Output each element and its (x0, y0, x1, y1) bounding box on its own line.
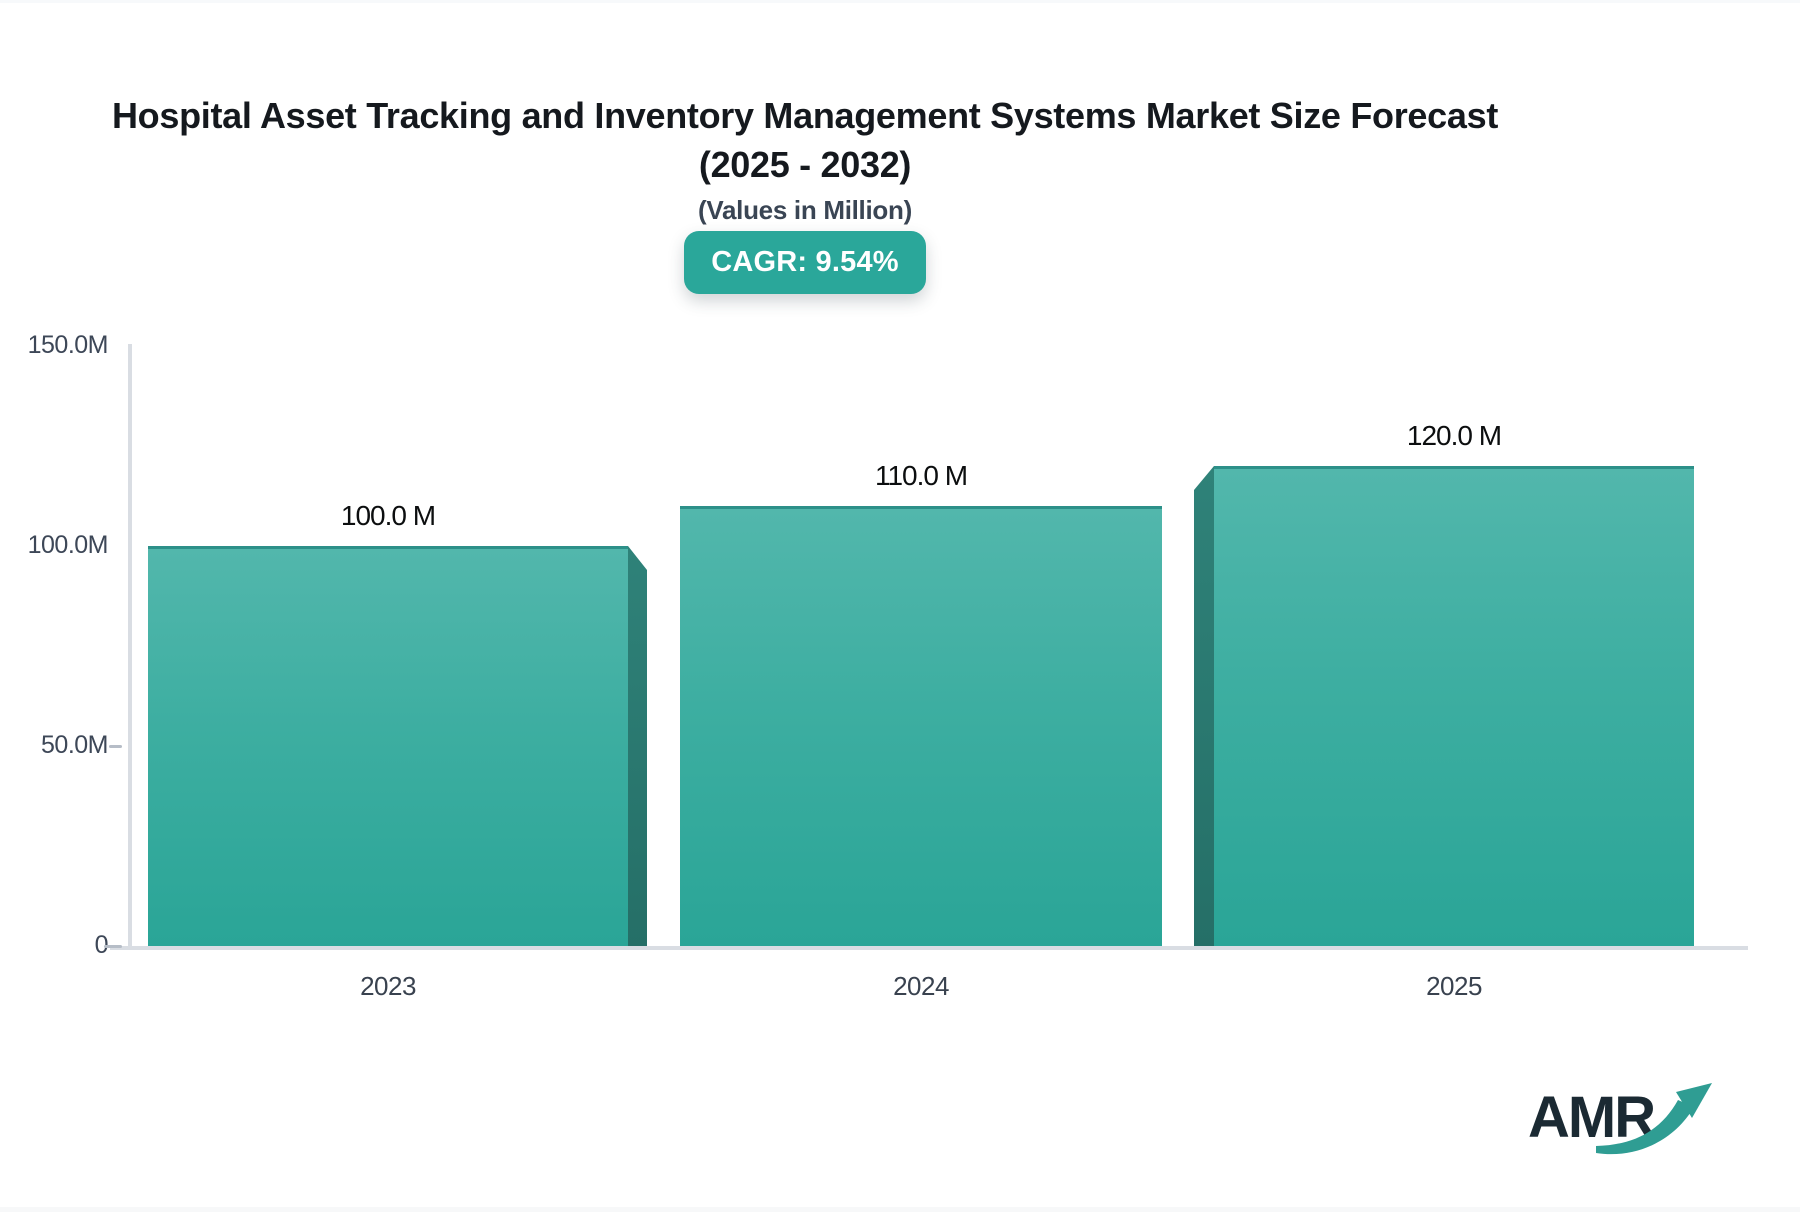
y-axis-tick (104, 945, 122, 948)
bar-chart: 150.0M 100.0M 50.0M 0 100.0 M 2023 110.0 M 2024… (0, 3, 1800, 1207)
bar-3d-side (628, 546, 647, 946)
bar-2024 (680, 506, 1162, 946)
bar-2023 (148, 546, 628, 946)
y-axis-label: 150.0M (27, 331, 109, 359)
y-axis-label: 50.0M (41, 731, 108, 759)
y-axis-tick (109, 745, 122, 748)
x-axis-label: 2023 (360, 971, 416, 1001)
chart-title-line2: (2025 - 2032) (698, 144, 912, 185)
x-axis-label: 2025 (1426, 971, 1482, 1001)
y-axis-label: 100.0M (27, 531, 109, 559)
y-axis-line (128, 344, 132, 950)
x-axis-line (110, 946, 1748, 950)
bar-value-label: 100.0 M (340, 500, 436, 531)
bar-2025 (1214, 466, 1694, 946)
chart-title-line1: Hospital Asset Tracking and Inventory Ma… (111, 95, 1499, 136)
chart-title: Hospital Asset Tracking and Inventory Ma… (0, 91, 1610, 189)
cagr-badge: CAGR: 9.54% (684, 231, 926, 294)
bar-value-label: 110.0 M (874, 460, 968, 491)
growth-arrow-icon (1596, 1083, 1712, 1155)
y-axis-label: 0 (94, 931, 109, 959)
bar-value-label: 120.0 M (1406, 420, 1502, 451)
chart-subtitle: (Values in Million) (698, 195, 912, 225)
amr-logo: AMR (1528, 1083, 1728, 1179)
bar-3d-side (1194, 466, 1214, 946)
x-axis-label: 2024 (893, 971, 949, 1001)
amr-logo-text: AMR (1528, 1085, 1656, 1150)
